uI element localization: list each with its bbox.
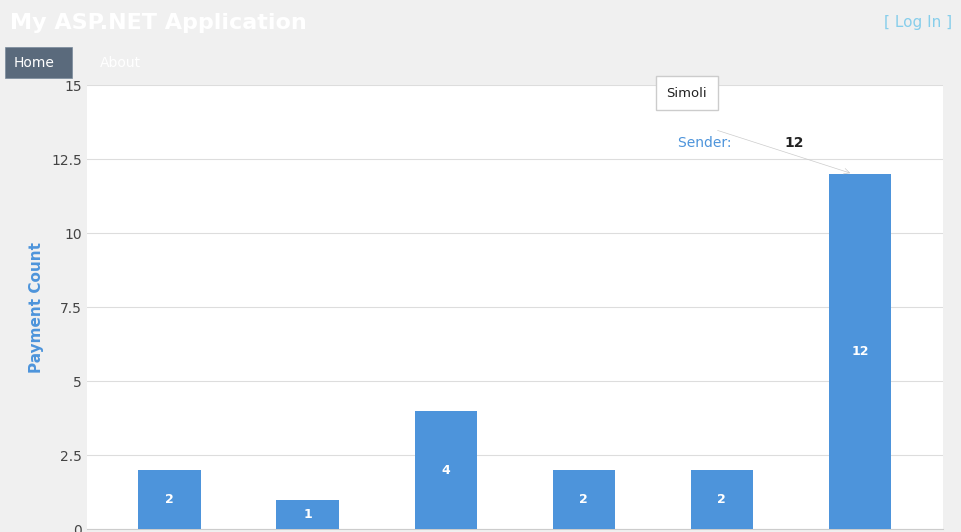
Bar [138,470,200,529]
Bar [552,470,614,529]
Text: 2: 2 [717,493,726,506]
Text: My ASP.NET Application: My ASP.NET Application [10,13,306,32]
Text: About: About [100,55,140,70]
Text: Simoli: Simoli [666,87,706,100]
Text: 2: 2 [579,493,587,506]
Text: 12: 12 [783,136,802,150]
Bar [690,470,752,529]
Bar [276,500,338,529]
Text: 2: 2 [165,493,174,506]
FancyBboxPatch shape [5,47,72,78]
Text: Sender:: Sender: [677,136,735,150]
Text: 1: 1 [303,508,311,521]
Text: 12: 12 [850,345,868,358]
Bar [414,411,477,529]
Text: 4: 4 [441,463,450,477]
Y-axis label: Payment Count: Payment Count [29,242,44,373]
Text: [ Log In ]: [ Log In ] [883,15,951,30]
Bar [828,174,890,529]
Text: Home: Home [13,55,54,70]
